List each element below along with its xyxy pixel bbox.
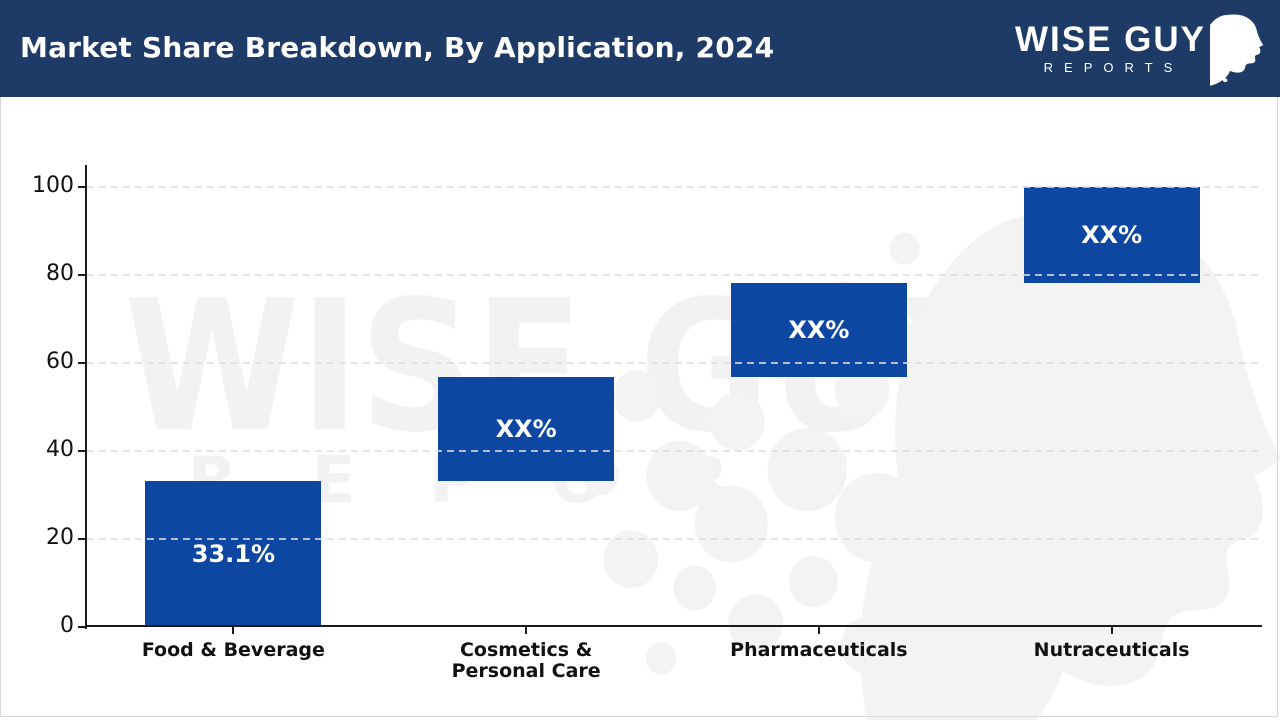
gridline [87,450,1262,452]
y-axis-line [85,165,87,629]
bar-value-label: 33.1% [191,540,276,569]
y-tick-mark [78,538,85,540]
y-tick-label: 60 [46,349,74,374]
x-tick-mark [1110,627,1113,634]
bar [438,377,615,482]
x-tick-mark [525,627,528,634]
category-label-line: Nutraceuticals [1033,639,1190,661]
category-label-line: Food & Beverage [141,639,325,661]
y-tick-label: 0 [60,613,74,638]
page-title: Market Share Breakdown, By Application, … [20,31,775,64]
category-label: Nutraceuticals [1034,640,1190,661]
y-tick-mark [78,626,85,628]
category-label-line: Personal Care [451,660,601,682]
bar [730,282,907,378]
bar [145,481,322,627]
y-tick-label: 20 [46,525,74,550]
brand-subname: REPORTS [1043,60,1184,75]
bar-value-label: XX% [495,415,557,444]
gridline [87,186,1262,188]
bar [1023,187,1200,283]
bar-value-label: XX% [788,316,850,344]
category-label-line: Pharmaceuticals [730,639,908,661]
brand-logo-text: WISE GUY REPORTS [1015,22,1206,75]
bar-value-label: XX% [1081,220,1143,249]
category-label: Pharmaceuticals [730,640,907,661]
brand-logo: WISE GUY REPORTS [1015,10,1266,88]
y-tick-label: 40 [46,437,74,462]
gridline [87,538,1262,540]
category-label-line: Cosmetics & [459,639,593,661]
x-tick-mark [817,627,820,634]
y-tick-label: 100 [32,173,74,198]
brand-name: WISE GUY [1014,20,1206,59]
y-tick-mark [78,362,85,364]
category-label: Cosmetics & Personal Care [452,640,601,682]
y-tick-mark [78,274,85,276]
x-tick-mark [232,627,235,634]
brand-face-icon [1210,13,1264,87]
y-tick-label: 80 [46,261,74,286]
category-label: Food & Beverage [142,640,325,661]
y-tick-mark [78,450,85,452]
gridline [87,274,1262,276]
gridline [87,362,1262,364]
header-bar: Market Share Breakdown, By Application, … [0,0,1280,97]
y-tick-mark [78,186,85,188]
x-axis-line [85,625,1262,627]
